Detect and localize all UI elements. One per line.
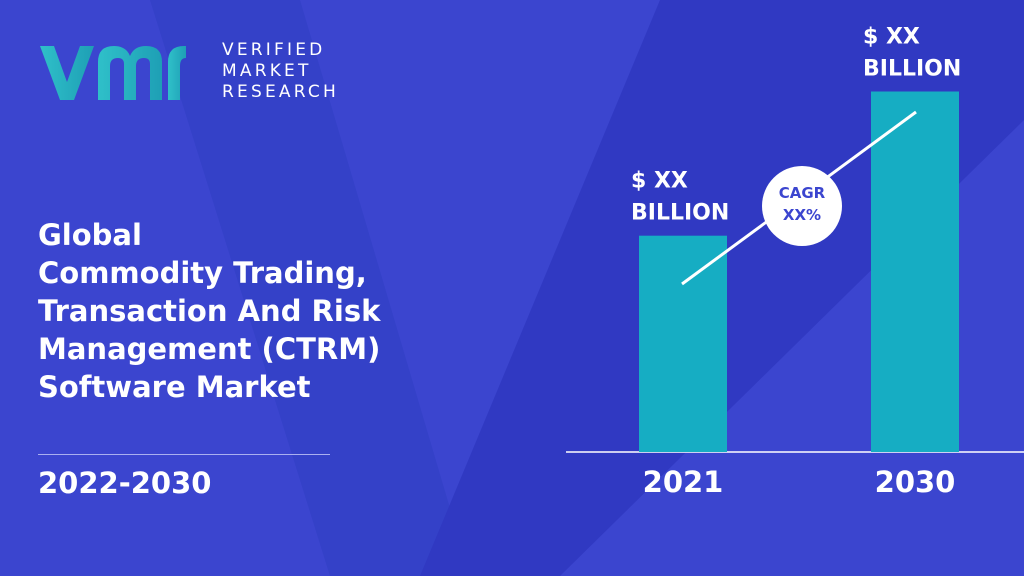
title-divider <box>38 454 330 455</box>
title-line-3: Transaction And Risk <box>38 294 381 328</box>
report-title: Global Commodity Trading, Transaction An… <box>38 216 468 406</box>
background-v-left <box>150 0 470 576</box>
brand-line-3: RESEARCH <box>222 82 339 102</box>
bar-2030 <box>871 91 959 452</box>
brand-line-2: MARKET <box>222 61 312 81</box>
brand-line-1: VERIFIED <box>222 40 326 60</box>
data-label-2030-line-1: $ XX <box>863 25 920 50</box>
title-line-1: Global <box>38 218 142 252</box>
data-label-2021-line-1: $ XX <box>631 169 688 194</box>
cagr-label-line-1: CAGR <box>779 184 826 202</box>
x-tick-label-2021: 2021 <box>643 465 724 499</box>
cagr-badge <box>762 166 842 246</box>
brand-logo: VERIFIED MARKET RESEARCH <box>36 38 336 108</box>
forecast-period: 2022-2030 <box>38 466 212 500</box>
brand-name: VERIFIED MARKET RESEARCH <box>222 40 339 103</box>
title-line-5: Software Market <box>38 370 311 404</box>
cagr-label-line-2: XX% <box>783 206 821 224</box>
data-label-2030-line-2: BILLION <box>863 57 961 82</box>
x-tick-label-2030: 2030 <box>875 465 956 499</box>
data-label-2021-line-2: BILLION <box>631 201 729 226</box>
market-bar-chart: 2021 $ XX BILLION 2030 $ XX BILLION CAGR XX% <box>566 25 1024 499</box>
vmr-logo-icon <box>40 46 186 100</box>
bar-2021 <box>639 235 727 452</box>
title-line-2: Commodity Trading, <box>38 256 367 290</box>
title-line-4: Management (CTRM) <box>38 332 381 366</box>
